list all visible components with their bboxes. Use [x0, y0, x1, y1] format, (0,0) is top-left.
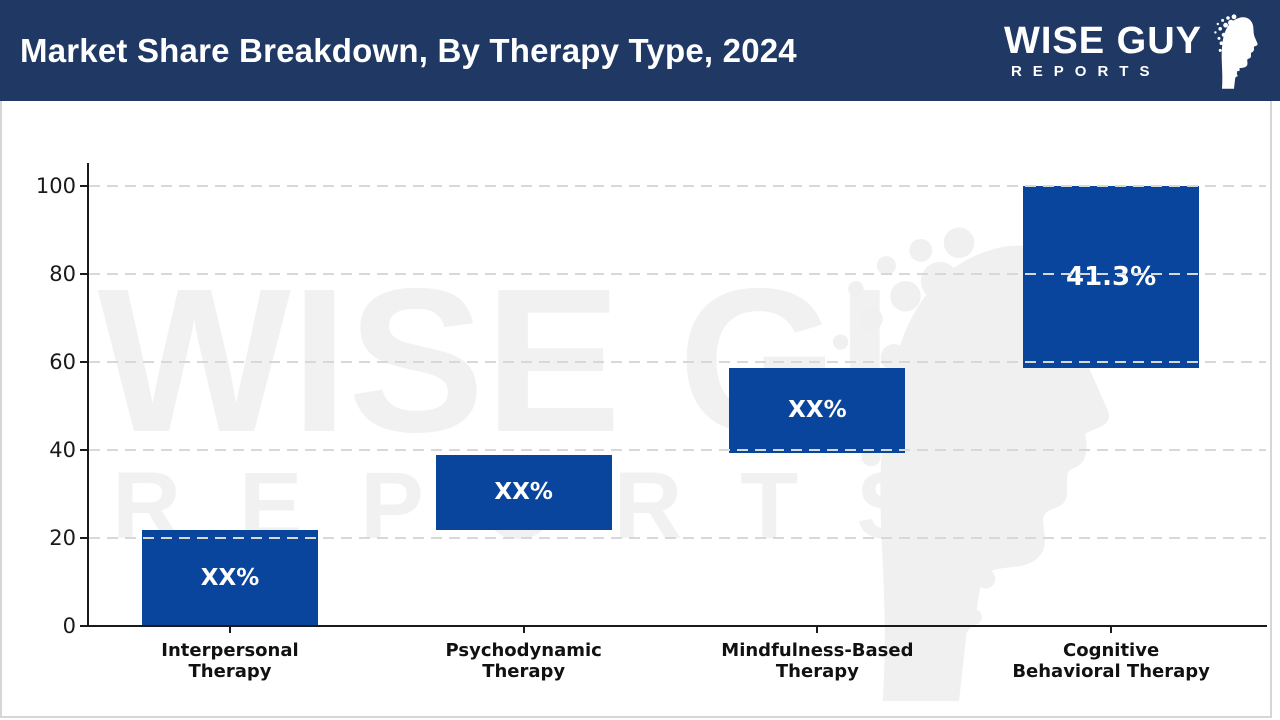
brand-name: WISE GUY: [1003, 19, 1202, 62]
y-tick: [80, 185, 87, 187]
bar-value-label: XX%: [200, 565, 260, 592]
dotted-face-logo-icon: [1214, 13, 1258, 89]
chart-title: Market Share Breakdown, By Therapy Type,…: [20, 31, 797, 69]
brand-wordmark: WISE GUY REPORTS: [1004, 22, 1202, 80]
category-label-line: Psychodynamic: [445, 640, 602, 661]
x-axis-line: [87, 625, 1267, 627]
gridline: [89, 537, 1266, 539]
category-label-line: Mindfulness-Based: [721, 640, 914, 661]
category-label-line: Therapy: [482, 661, 566, 682]
y-tick-label: 80: [49, 262, 76, 286]
bar: XX%: [435, 454, 612, 531]
header: Market Share Breakdown, By Therapy Type,…: [0, 0, 1280, 101]
bar: XX%: [729, 367, 906, 454]
gridline: [89, 449, 1266, 451]
y-tick: [80, 449, 87, 451]
y-tick-label: 60: [49, 350, 76, 374]
bar: XX%: [142, 530, 318, 626]
x-tick: [1110, 627, 1113, 633]
brand-logo: WISE GUY REPORTS: [1004, 12, 1264, 90]
category-label-line: Therapy: [188, 661, 272, 682]
gridline: [89, 273, 1266, 275]
y-axis-line: [87, 163, 89, 627]
category-label-line: Interpersonal: [161, 640, 299, 661]
category-label-line: Cognitive: [1063, 640, 1160, 661]
y-tick-label: 20: [49, 526, 76, 550]
x-tick: [522, 627, 525, 633]
category-label-line: Therapy: [775, 661, 859, 682]
x-tick: [816, 627, 819, 633]
brand-tagline: REPORTS: [1010, 62, 1161, 80]
category-label: Psychodynamic Therapy: [394, 640, 654, 682]
bar: 41.3%: [1023, 186, 1200, 368]
category-label: Interpersonal Therapy: [100, 640, 360, 682]
y-tick-label: 100: [35, 174, 76, 198]
gridline: [89, 361, 1266, 363]
x-tick: [229, 627, 231, 633]
y-tick: [80, 537, 87, 539]
y-tick: [80, 625, 87, 627]
y-tick: [80, 361, 87, 363]
category-label: Mindfulness-Based Therapy: [687, 640, 947, 682]
gridline: [89, 185, 1266, 187]
bar-value-label: XX%: [788, 397, 847, 424]
y-tick-label: 0: [62, 614, 76, 638]
category-label: Cognitive Behavioral Therapy: [981, 640, 1241, 682]
category-label-line: Behavioral Therapy: [1012, 661, 1210, 682]
y-tick-label: 40: [49, 438, 76, 462]
bar-value-label: 41.3%: [1065, 261, 1157, 292]
bar-value-label: XX%: [494, 479, 553, 506]
y-tick: [80, 273, 87, 275]
